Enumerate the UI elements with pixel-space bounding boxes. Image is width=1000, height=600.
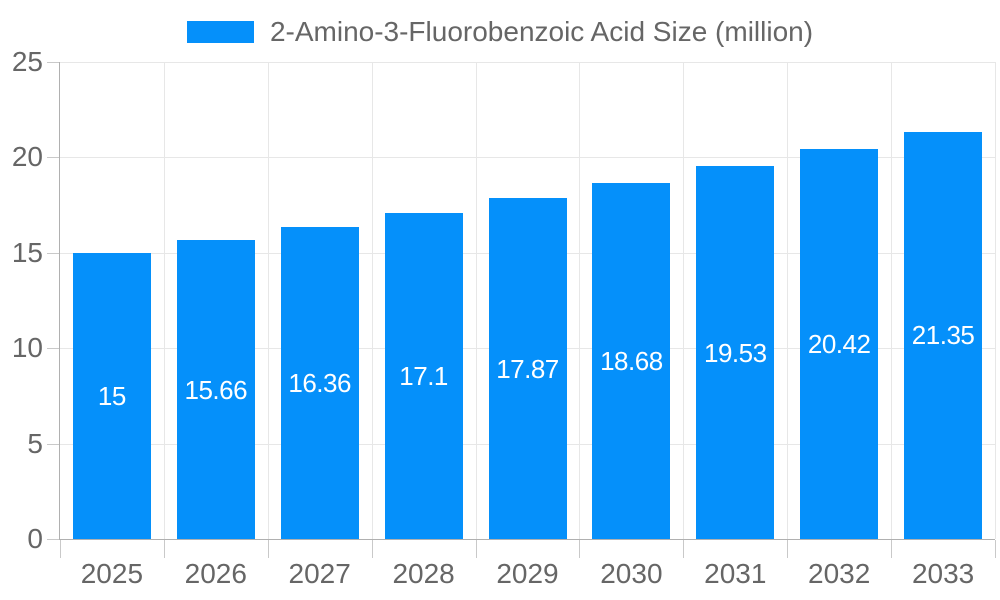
y-axis-line: [59, 62, 60, 539]
x-axis-label: 2033: [911, 558, 975, 589]
x-axis-tick: [163, 540, 165, 558]
y-axis-tick: [47, 348, 60, 350]
bar-2033[interactable]: 21.35: [904, 131, 983, 539]
y-axis-tick: [47, 443, 60, 445]
v-gridline: [995, 62, 996, 539]
bar-2026[interactable]: 15.66: [176, 240, 255, 539]
v-gridline: [683, 62, 685, 539]
x-axis-tick: [60, 540, 61, 558]
bar-value-label: 17.1: [399, 360, 448, 391]
legend[interactable]: 2-Amino-3-Fluorobenzoic Acid Size (milli…: [0, 16, 1000, 47]
h-gridline: [60, 62, 995, 63]
bar-value-label: 21.35: [911, 320, 975, 351]
y-axis-label: 0: [27, 523, 43, 554]
x-axis-label: 2026: [184, 558, 247, 589]
bar-value-label: 16.36: [288, 367, 351, 398]
bar-value-label: 15: [97, 380, 126, 411]
bar-value-label: 20.42: [807, 329, 871, 360]
y-axis-label: 10: [11, 332, 43, 364]
x-axis-tick: [995, 540, 996, 558]
v-gridline: [475, 62, 477, 539]
y-axis-tick: [47, 62, 60, 63]
x-axis-label: 2032: [808, 558, 871, 589]
v-gridline: [267, 62, 269, 539]
x-axis-tick: [891, 540, 893, 558]
v-gridline: [891, 62, 893, 539]
y-axis-label: 20: [11, 141, 43, 173]
bar-value-label: 17.87: [496, 353, 559, 384]
x-axis-label: 2030: [600, 558, 663, 589]
x-axis-label: 2028: [392, 558, 455, 589]
x-axis-line: [59, 539, 995, 540]
legend-swatch-icon: [186, 21, 254, 43]
x-axis-tick: [787, 540, 789, 558]
h-gridline: [60, 157, 995, 159]
bar-value-label: 15.66: [184, 374, 248, 405]
bar-2025[interactable]: 15: [72, 252, 151, 539]
x-axis-tick: [579, 540, 581, 558]
v-gridline: [371, 62, 373, 539]
x-axis-label: 2031: [704, 558, 767, 589]
x-axis-tick: [475, 540, 477, 558]
bar-value-label: 19.53: [704, 337, 767, 368]
x-axis-label: 2029: [496, 558, 559, 589]
bar-2029[interactable]: 17.87: [488, 198, 567, 539]
bar-2027[interactable]: 16.36: [280, 226, 359, 539]
v-gridline: [787, 62, 789, 539]
v-gridline: [579, 62, 581, 539]
y-axis-tick: [47, 539, 60, 540]
bar-2032[interactable]: 20.42: [800, 149, 879, 539]
x-axis-tick: [371, 540, 373, 558]
y-axis-tick: [47, 252, 60, 254]
bar-2031[interactable]: 19.53: [696, 166, 775, 539]
bar-2028[interactable]: 17.1: [384, 212, 463, 539]
x-axis-tick: [683, 540, 685, 558]
bar-2030[interactable]: 18.68: [592, 182, 671, 539]
y-axis-label: 15: [11, 236, 43, 268]
x-axis-label: 2025: [80, 558, 144, 589]
v-gridline: [163, 62, 165, 539]
y-axis-label: 5: [27, 427, 43, 459]
y-axis-tick: [47, 157, 60, 159]
legend-label: 2-Amino-3-Fluorobenzoic Acid Size (milli…: [269, 16, 814, 47]
y-axis-label: 25: [11, 46, 43, 77]
bar-value-label: 18.68: [600, 345, 663, 376]
x-axis-tick: [267, 540, 269, 558]
x-axis-label: 2027: [288, 558, 351, 589]
